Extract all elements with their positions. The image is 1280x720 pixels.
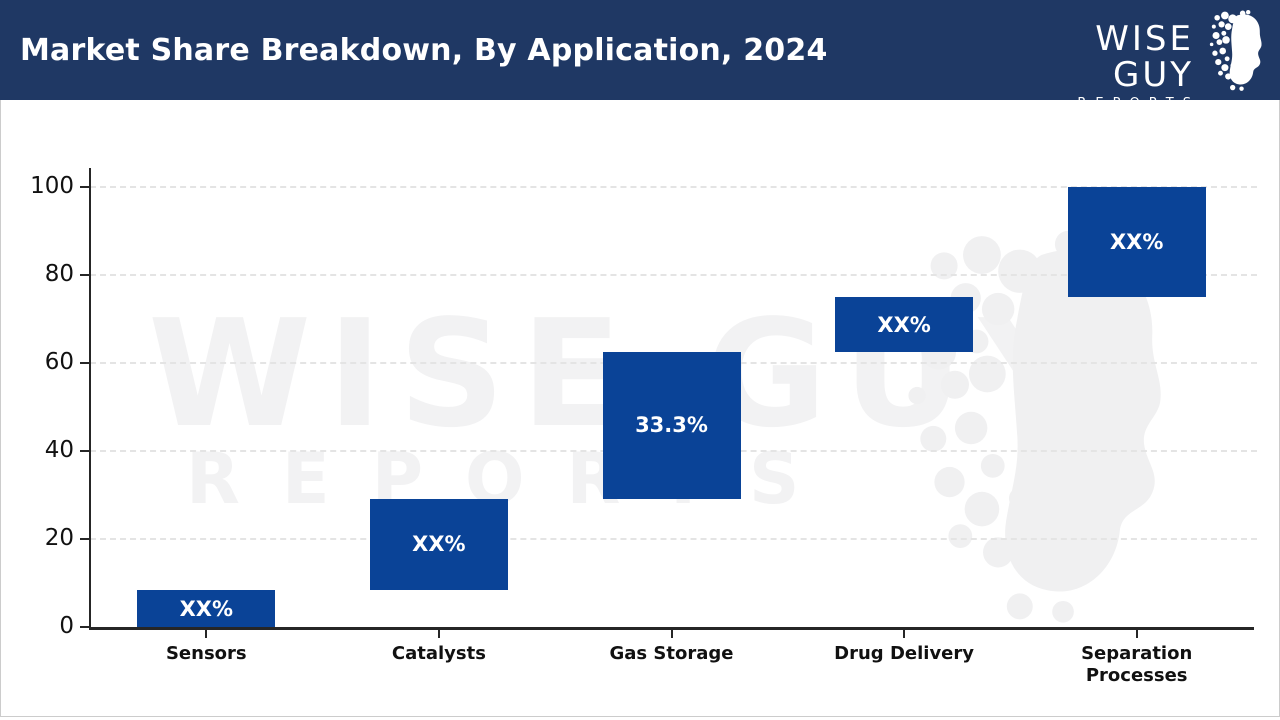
y-tick-mark bbox=[80, 362, 89, 364]
logo-reports-text: REPORTS bbox=[1077, 96, 1200, 112]
x-tick-mark bbox=[437, 630, 440, 638]
x-tick-mark bbox=[903, 630, 906, 638]
x-tick-mark bbox=[205, 630, 208, 638]
y-grid-line bbox=[90, 186, 1257, 188]
x-category-label: Separation Processes bbox=[1081, 643, 1193, 686]
y-tick-label: 40 bbox=[44, 437, 74, 463]
x-category-label: Drug Delivery bbox=[834, 643, 974, 664]
logo-wordmark: WISE GUY REPORTS bbox=[1004, 19, 1194, 111]
header: Market Share Breakdown, By Application, … bbox=[0, 0, 1280, 111]
y-tick-label: 0 bbox=[59, 613, 74, 639]
y-tick-label: 20 bbox=[44, 525, 74, 551]
watermark-face-icon bbox=[908, 228, 1161, 623]
y-tick-mark bbox=[80, 274, 89, 276]
x-category-label: Sensors bbox=[165, 643, 247, 664]
y-tick-mark bbox=[80, 538, 89, 540]
x-axis-line bbox=[89, 627, 1254, 630]
x-tick-mark bbox=[1135, 630, 1138, 638]
y-tick-label: 100 bbox=[30, 173, 74, 199]
y-tick-label: 80 bbox=[44, 261, 74, 287]
bar-value-label: XX% bbox=[877, 312, 931, 337]
bar-separation-processes: XX% bbox=[1067, 187, 1206, 297]
page-title: Market Share Breakdown, By Application, … bbox=[20, 32, 828, 68]
x-category-label: Gas Storage bbox=[609, 643, 734, 664]
y-tick-label: 60 bbox=[44, 349, 74, 375]
y-tick-mark bbox=[80, 626, 89, 628]
logo-wiseguy-text: WISE GUY bbox=[1095, 19, 1194, 95]
y-grid-line bbox=[90, 538, 1257, 540]
bar-drug-delivery: XX% bbox=[835, 297, 974, 352]
bar-value-label: 33.3% bbox=[635, 413, 708, 438]
y-tick-mark bbox=[80, 450, 89, 452]
y-axis-line bbox=[89, 168, 91, 629]
y-grid-line bbox=[90, 274, 1257, 276]
bar-value-label: XX% bbox=[412, 532, 466, 557]
x-tick-mark bbox=[670, 630, 673, 638]
bar-catalysts: XX% bbox=[369, 498, 508, 591]
bar-sensors: XX% bbox=[137, 590, 276, 627]
dotted-face-profile-icon bbox=[1209, 10, 1262, 91]
bar-gas-storage: 33.3% bbox=[602, 352, 741, 499]
x-category-label: Catalysts bbox=[391, 643, 486, 664]
bar-value-label: XX% bbox=[1109, 230, 1164, 254]
y-tick-mark bbox=[80, 186, 89, 188]
bar-value-label: XX% bbox=[179, 596, 234, 621]
wiseguy-logo: WISE GUY REPORTS bbox=[1004, 8, 1264, 111]
